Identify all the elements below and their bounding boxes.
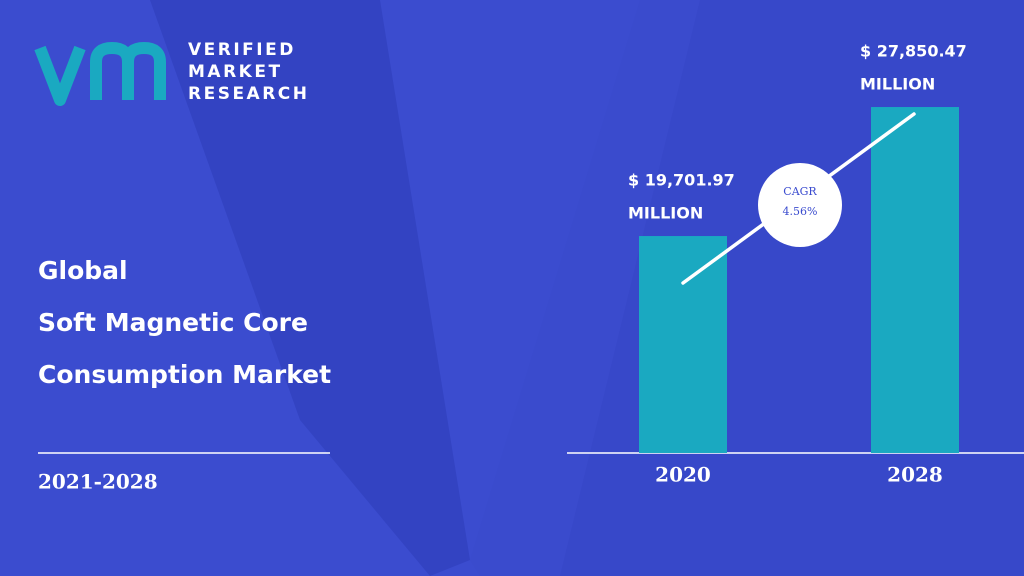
x-tick-label: 2028: [887, 463, 943, 487]
brand-line: RESEARCH: [188, 84, 310, 104]
bar: [639, 236, 727, 453]
x-tick-label: 2020: [655, 463, 711, 487]
value-label: $ 19,701.97: [628, 171, 735, 190]
title-line: Soft Magnetic Core: [38, 308, 308, 337]
logo: [34, 41, 166, 106]
cagr-value: 4.56%: [783, 205, 818, 218]
bar: [871, 107, 959, 453]
logo-m: [90, 41, 166, 100]
cagr-label: CAGR: [783, 185, 817, 198]
period: 2021-2028: [38, 470, 158, 494]
brand-line: VERIFIED: [188, 40, 296, 60]
background-v-left: [150, 0, 470, 576]
value-unit: MILLION: [860, 75, 935, 94]
value-unit: MILLION: [628, 204, 703, 223]
brand-line: MARKET: [188, 62, 283, 82]
logo-v: [34, 45, 86, 106]
title-line: Global: [38, 256, 128, 285]
cagr-badge: [758, 163, 842, 247]
value-label: $ 27,850.47: [860, 42, 967, 61]
title-line: Consumption Market: [38, 360, 331, 389]
